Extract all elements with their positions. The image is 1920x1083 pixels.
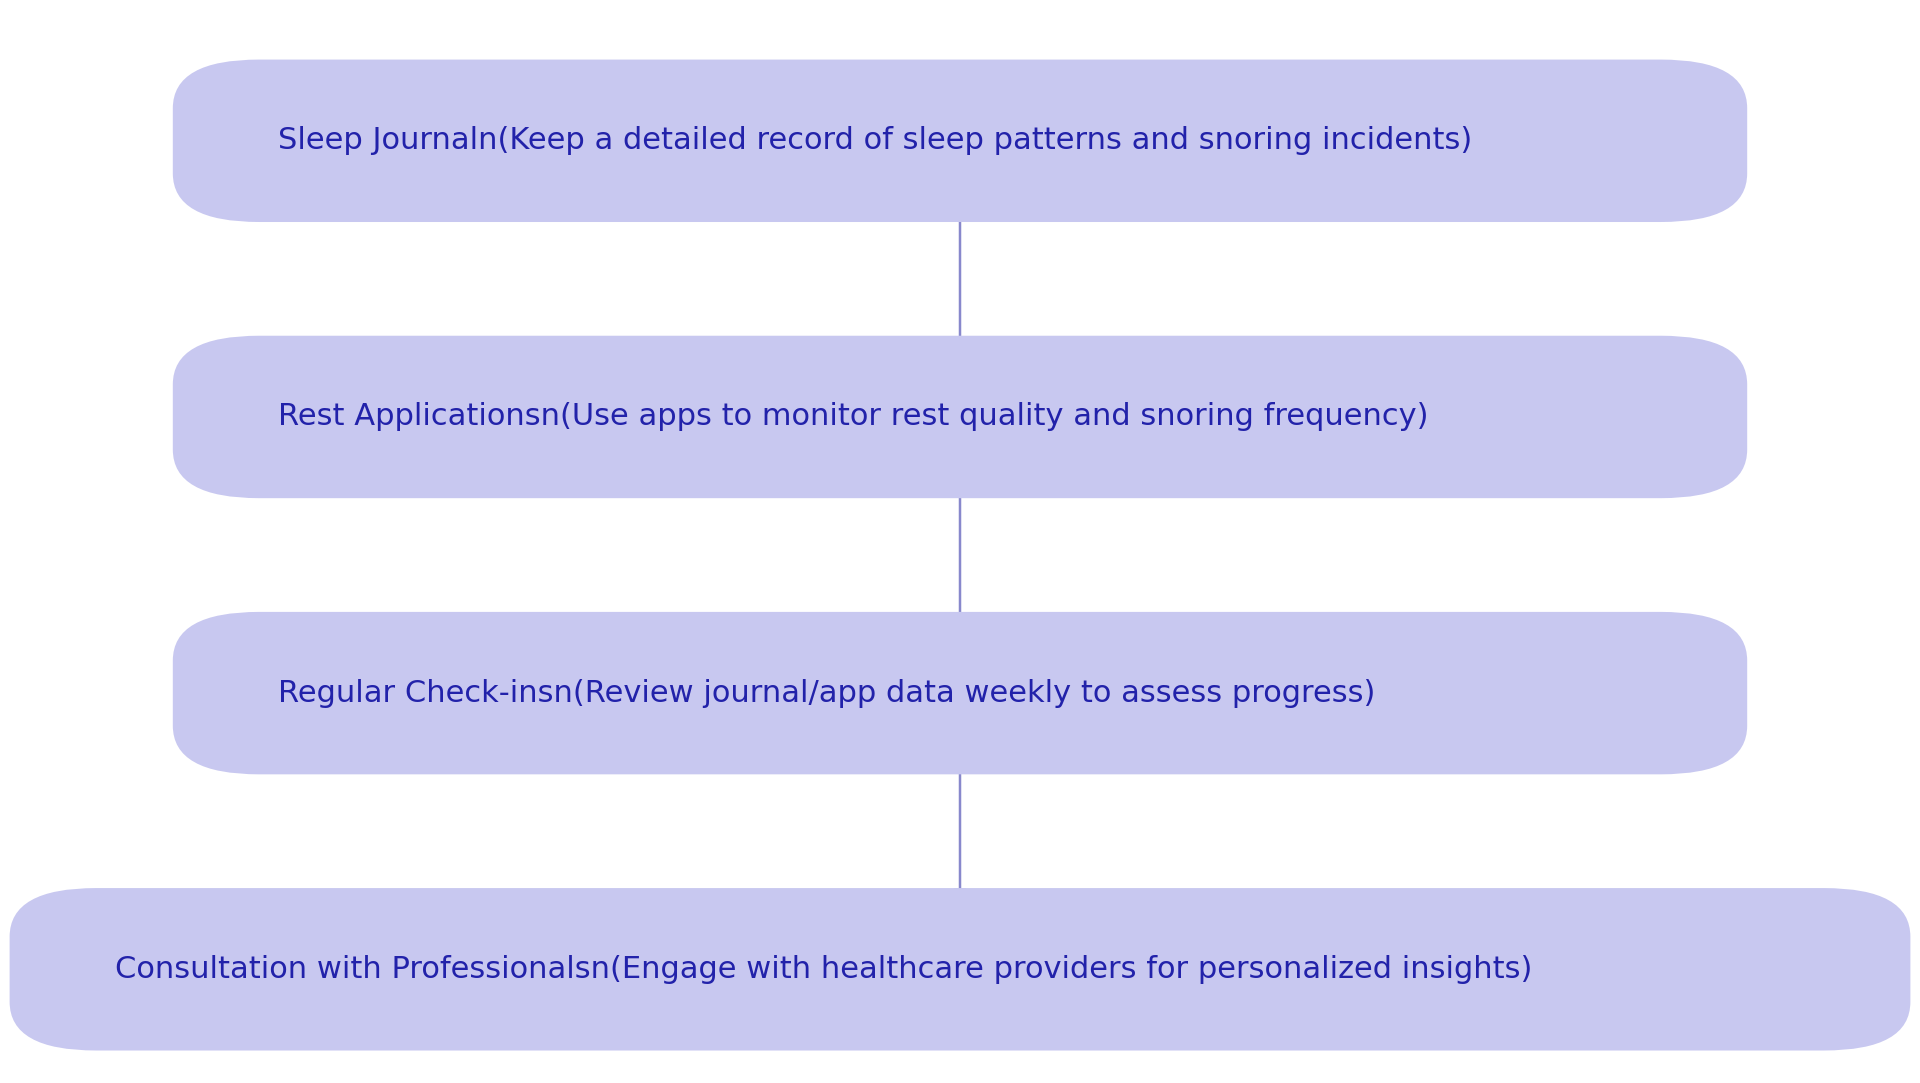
Text: Rest Applicationsn(Use apps to monitor rest quality and snoring frequency): Rest Applicationsn(Use apps to monitor r…: [278, 403, 1428, 431]
FancyBboxPatch shape: [173, 60, 1747, 222]
Text: Regular Check-insn(Review journal/app data weekly to assess progress): Regular Check-insn(Review journal/app da…: [278, 679, 1377, 707]
FancyBboxPatch shape: [10, 888, 1910, 1051]
Text: Consultation with Professionalsn(Engage with healthcare providers for personaliz: Consultation with Professionalsn(Engage …: [115, 955, 1532, 983]
FancyBboxPatch shape: [173, 336, 1747, 498]
Text: Sleep Journaln(Keep a detailed record of sleep patterns and snoring incidents): Sleep Journaln(Keep a detailed record of…: [278, 127, 1473, 155]
FancyBboxPatch shape: [173, 612, 1747, 774]
